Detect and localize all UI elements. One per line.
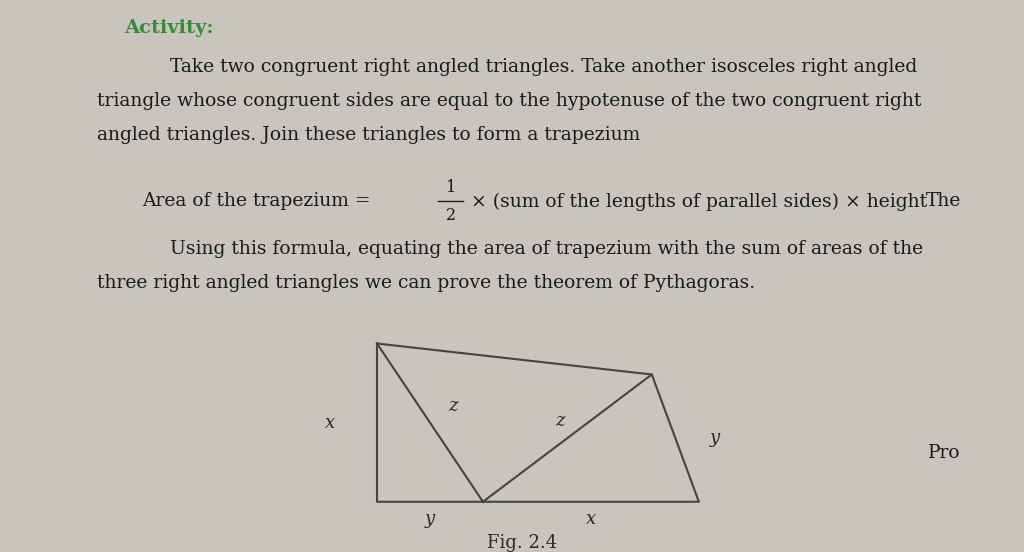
Text: 1: 1: [445, 179, 456, 196]
Text: y: y: [425, 510, 435, 528]
Text: The: The: [926, 193, 961, 210]
Text: Using this formula, equating the area of trapezium with the sum of areas of the: Using this formula, equating the area of…: [170, 240, 923, 258]
Text: z: z: [555, 412, 565, 431]
Text: Fig. 2.4: Fig. 2.4: [487, 534, 557, 552]
Text: angled triangles. Join these triangles to form a trapezium: angled triangles. Join these triangles t…: [97, 126, 641, 145]
Text: 2: 2: [445, 207, 456, 224]
Text: × (sum of the lengths of parallel sides) × height: × (sum of the lengths of parallel sides)…: [471, 192, 927, 211]
Text: Take two congruent right angled triangles. Take another isosceles right angled: Take two congruent right angled triangle…: [170, 58, 916, 76]
Text: triangle whose congruent sides are equal to the hypotenuse of the two congruent : triangle whose congruent sides are equal…: [97, 92, 922, 110]
Text: x: x: [586, 510, 596, 528]
Text: Activity:: Activity:: [125, 19, 214, 38]
Text: three right angled triangles we can prove the theorem of Pythagoras.: three right angled triangles we can prov…: [97, 274, 756, 293]
Text: Pro: Pro: [928, 444, 961, 461]
Text: Area of the trapezium =: Area of the trapezium =: [142, 193, 377, 210]
Text: z: z: [449, 397, 458, 415]
Text: x: x: [325, 413, 335, 432]
Text: y: y: [710, 429, 720, 447]
